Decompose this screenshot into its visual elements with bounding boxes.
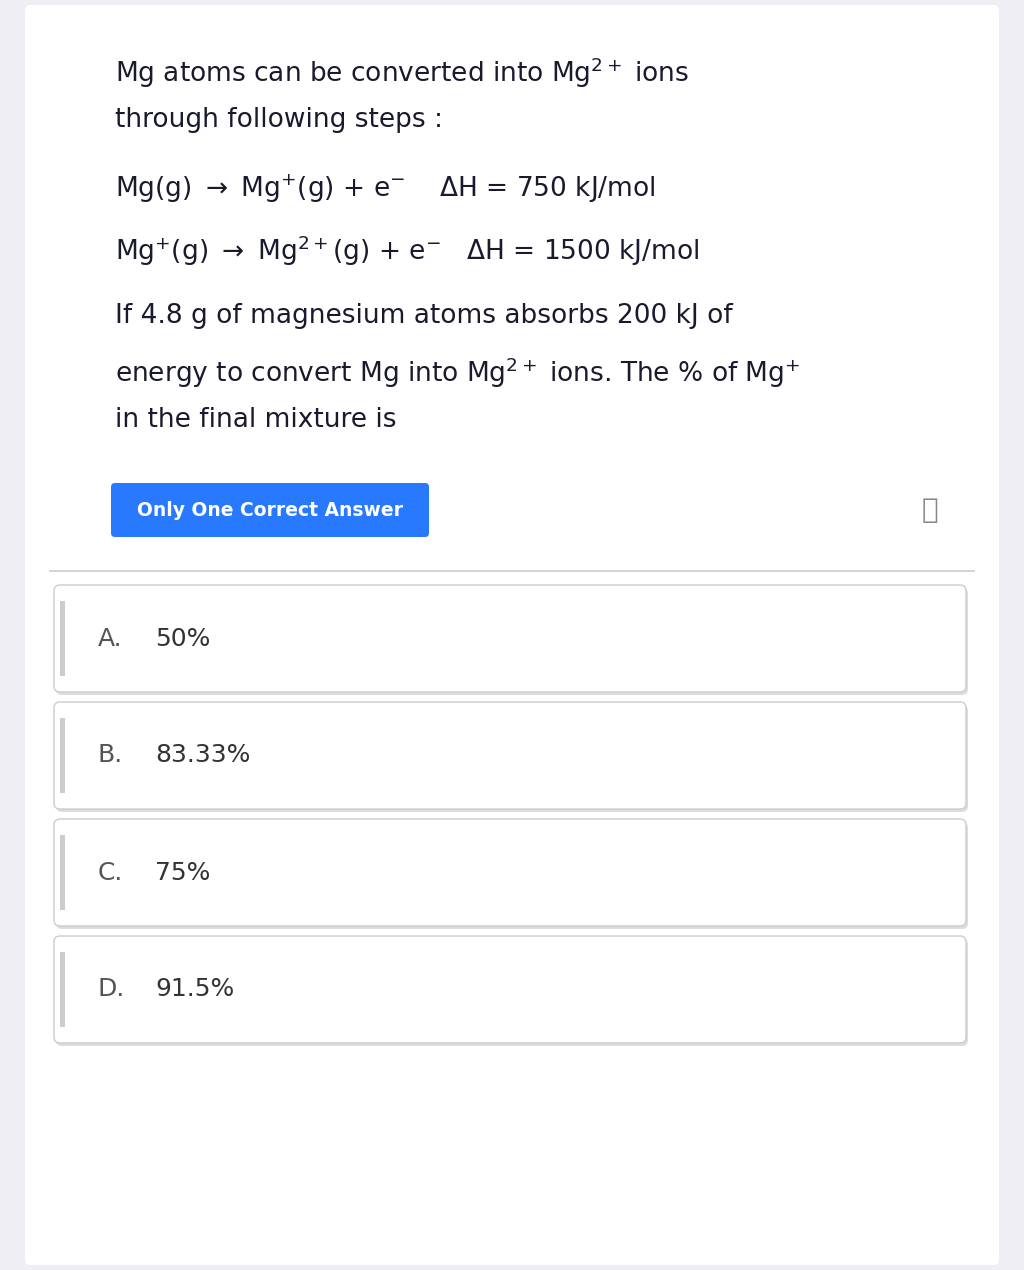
Text: 75%: 75% bbox=[155, 861, 210, 884]
Text: 83.33%: 83.33% bbox=[155, 743, 251, 767]
FancyBboxPatch shape bbox=[54, 819, 966, 926]
Text: D.: D. bbox=[98, 978, 125, 1002]
Text: in the final mixture is: in the final mixture is bbox=[115, 406, 396, 433]
FancyBboxPatch shape bbox=[54, 936, 966, 1043]
Text: 91.5%: 91.5% bbox=[155, 978, 234, 1002]
FancyBboxPatch shape bbox=[54, 585, 966, 692]
Text: through following steps :: through following steps : bbox=[115, 107, 443, 133]
Bar bbox=[60, 718, 65, 792]
Text: energy to convert Mg into Mg$^{2+}$ ions. The % of Mg$^{+}$: energy to convert Mg into Mg$^{2+}$ ions… bbox=[115, 356, 800, 390]
FancyBboxPatch shape bbox=[25, 5, 999, 1265]
Text: Mg atoms can be converted into Mg$^{2+}$ ions: Mg atoms can be converted into Mg$^{2+}$… bbox=[115, 55, 689, 89]
Text: A.: A. bbox=[98, 626, 123, 650]
Text: Mg(g) $\rightarrow$ Mg$^{+}$(g) + e$^{-}$    $\Delta$H = 750 kJ/mol: Mg(g) $\rightarrow$ Mg$^{+}$(g) + e$^{-}… bbox=[115, 173, 655, 206]
Bar bbox=[60, 601, 65, 676]
Text: ⓘ: ⓘ bbox=[922, 497, 938, 525]
Text: Mg$^{+}$(g) $\rightarrow$ Mg$^{2+}$(g) + e$^{-}$   $\Delta$H = 1500 kJ/mol: Mg$^{+}$(g) $\rightarrow$ Mg$^{2+}$(g) +… bbox=[115, 232, 699, 268]
Text: Only One Correct Answer: Only One Correct Answer bbox=[137, 500, 403, 519]
Text: C.: C. bbox=[98, 861, 123, 884]
Bar bbox=[60, 952, 65, 1027]
FancyBboxPatch shape bbox=[56, 588, 968, 695]
FancyBboxPatch shape bbox=[111, 483, 429, 537]
Text: If 4.8 g of magnesium atoms absorbs 200 kJ of: If 4.8 g of magnesium atoms absorbs 200 … bbox=[115, 304, 733, 329]
FancyBboxPatch shape bbox=[56, 705, 968, 812]
FancyBboxPatch shape bbox=[54, 702, 966, 809]
FancyBboxPatch shape bbox=[56, 822, 968, 928]
Text: 50%: 50% bbox=[155, 626, 210, 650]
FancyBboxPatch shape bbox=[56, 939, 968, 1046]
Text: B.: B. bbox=[98, 743, 123, 767]
Bar bbox=[60, 834, 65, 911]
